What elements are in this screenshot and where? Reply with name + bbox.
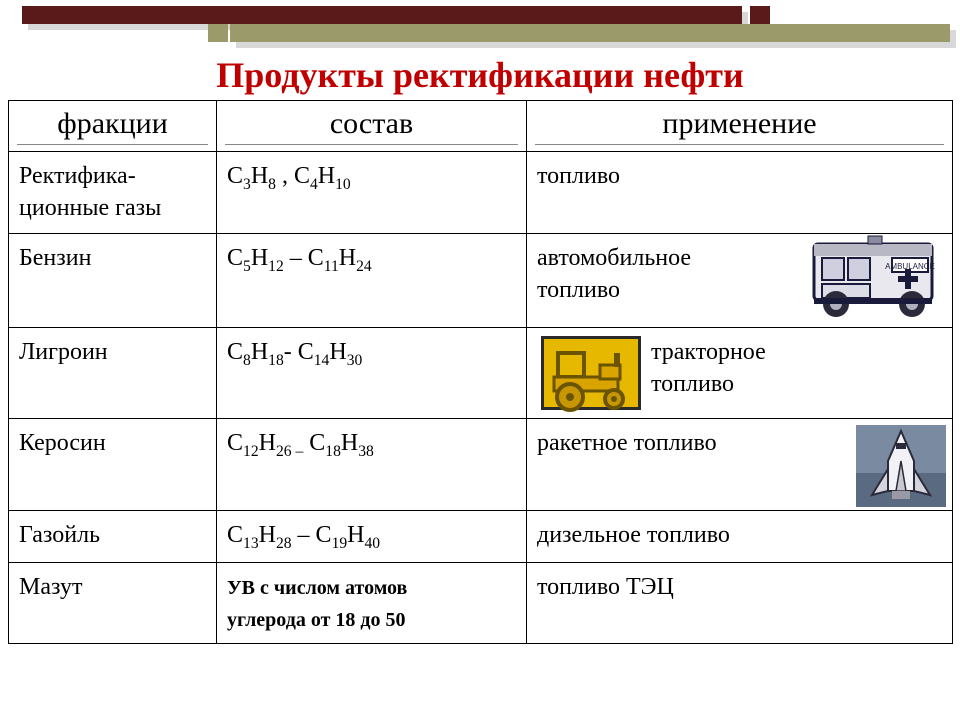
table-row: Газойль C13H28 – C19H40 дизельное топлив… (9, 510, 953, 562)
cell-application: ракетное топливо (527, 418, 953, 510)
cell-application: дизельное топливо (527, 510, 953, 562)
table-row: Мазут УВ с числом атомовуглерода от 18 д… (9, 562, 953, 644)
cell-composition: C8H18- C14H30 (217, 327, 527, 418)
cell-fraction: Бензин (9, 233, 217, 327)
cell-composition: C13H28 – C19H40 (217, 510, 527, 562)
cell-fraction: Мазут (9, 562, 217, 644)
cell-application: топливо ТЭЦ (527, 562, 953, 644)
cell-composition: C5H12 – C11H24 (217, 233, 527, 327)
rocket-icon (852, 421, 950, 511)
cell-fraction: Лигроин (9, 327, 217, 418)
table-row: Керосин C12H26 – C18H38 ракетное топливо (9, 418, 953, 510)
header-decoration (0, 0, 960, 48)
oil-fractions-table: фракции состав применение Ректифика- цио… (8, 100, 953, 644)
ambulance-icon: AMBULANCE (798, 218, 948, 328)
table-row: Лигроин C8H18- C14H30 (9, 327, 953, 418)
col-header-composition: состав (217, 101, 527, 152)
cell-application: тракторное топливо (527, 327, 953, 418)
cell-application: автомобильное топливо AMBULANCE (527, 233, 953, 327)
cell-composition: УВ с числом атомовуглерода от 18 до 50 (217, 562, 527, 644)
cell-fraction: Ректифика- ционные газы (9, 152, 217, 234)
tractor-icon (541, 336, 641, 410)
page-title: Продукты ректификации нефти (0, 54, 960, 96)
table-header-row: фракции состав применение (9, 101, 953, 152)
cell-fraction: Газойль (9, 510, 217, 562)
table-row: Бензин C5H12 – C11H24 автомобильное топл… (9, 233, 953, 327)
cell-fraction: Керосин (9, 418, 217, 510)
col-header-fraction: фракции (9, 101, 217, 152)
cell-composition: C12H26 – C18H38 (217, 418, 527, 510)
cell-composition: C3H8 , C4H10 (217, 152, 527, 234)
col-header-application: применение (527, 101, 953, 152)
